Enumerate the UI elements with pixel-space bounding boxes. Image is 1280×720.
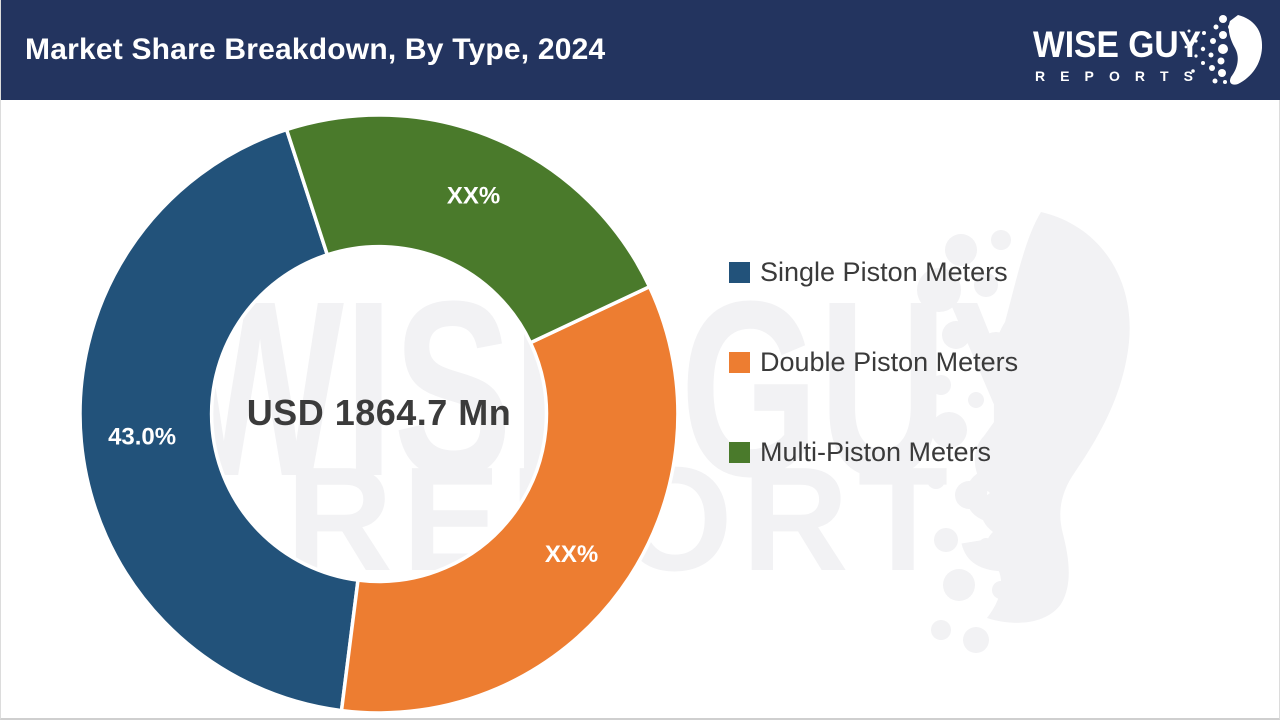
wedge-0 [78,127,360,713]
page-title: Market Share Breakdown, By Type, 2024 [25,33,606,66]
wedge-2 [284,113,652,345]
logo-wordmark: WISE GUY [1033,24,1201,65]
legend-label: Multi-Piston Meters [760,436,992,467]
wedge-label-2: XX% [447,183,500,210]
wedge-label-1: XX% [545,541,598,568]
donut-chart: 43.0% XX% XX% [78,113,680,715]
legend: Single Piston Meters Double Piston Meter… [729,227,1018,497]
legend-item-single-piston: Single Piston Meters [729,227,1018,317]
wiseguy-logo: WISE GUY REPORTS [1033,15,1263,85]
donut-center-value: USD 1864.7 Mn [246,392,512,433]
legend-item-multi-piston: Multi-Piston Meters [729,407,1018,497]
watermark-face-icon [917,212,1130,653]
legend-label: Double Piston Meters [760,346,1019,377]
header-bar: Market Share Breakdown, By Type, 2024 WI… [1,0,1280,100]
legend-swatch [729,441,750,463]
face-profile-icon [1184,15,1263,85]
chart-area: WISE GUY REPORTS 43.0%XX%XX% USD [1,100,1280,720]
wedge-1 [339,284,680,715]
legend-label: Single Piston Meters [760,256,1008,287]
wedge-label-0: 43.0% [108,423,176,450]
legend-swatch [729,261,750,283]
legend-swatch [729,351,750,373]
logo-subtitle: REPORTS [1035,68,1193,84]
legend-item-double-piston: Double Piston Meters [729,317,1018,407]
